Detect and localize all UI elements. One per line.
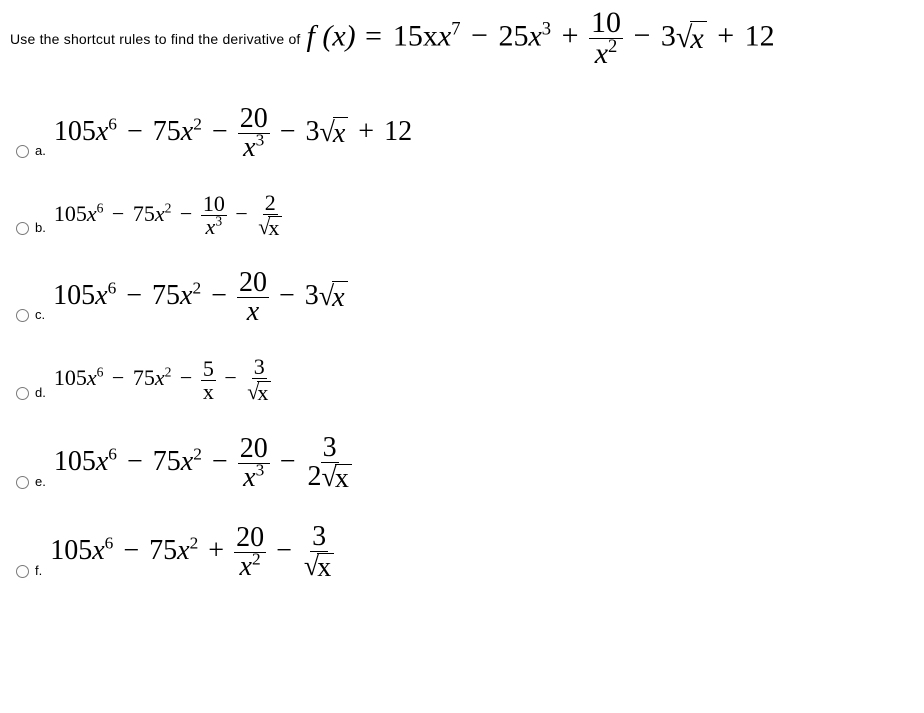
label-e: e. [35,474,46,489]
expr-b: 105x6 − 75x2 − 10 x3 − 2 √x [54,192,285,239]
t1-coef: 15x [393,19,438,52]
label-c: c. [35,307,45,322]
question-sqrt: √x [676,21,707,56]
option-e[interactable]: e. 105x6 − 75x2 − 20 x3 − 3 2√x [10,434,914,493]
radio-a[interactable] [16,145,29,158]
expr-e: 105x6 − 75x2 − 20 x3 − 3 2√x [54,434,354,493]
option-d[interactable]: d. 105x6 − 75x2 − 5 x − 3 √x [10,356,914,403]
question-row: Use the shortcut rules to find the deriv… [10,8,914,69]
label-a: a. [35,143,46,158]
label-d: d. [35,385,46,400]
label-b: b. [35,220,46,235]
expr-a: 105x6 − 75x2 − 20 x3 − 3√x + 12 [54,105,412,162]
expr-f: 105x6 − 75x2 + 20 x2 − 3 √x [50,523,336,582]
radio-f[interactable] [16,565,29,578]
radio-c[interactable] [16,309,29,322]
func-lhs: f (x) = [307,19,384,52]
radio-d[interactable] [16,387,29,400]
radio-b[interactable] [16,222,29,235]
option-a[interactable]: a. 105x6 − 75x2 − 20 x3 − 3√x + 12 [10,105,914,162]
question-frac: 10 x2 [589,8,623,69]
question-expression: f (x) = 15xx7 − 25x3 + 10 x2 − 3√x + 12 [307,8,775,69]
expr-d: 105x6 − 75x2 − 5 x − 3 √x [54,356,274,403]
expr-c: 105x6 − 75x2 − 20 x − 3√x [53,269,347,326]
option-c[interactable]: c. 105x6 − 75x2 − 20 x − 3√x [10,269,914,326]
label-f: f. [35,563,42,578]
radio-e[interactable] [16,476,29,489]
option-b[interactable]: b. 105x6 − 75x2 − 10 x3 − 2 √x [10,192,914,239]
question-text: Use the shortcut rules to find the deriv… [10,31,301,47]
option-f[interactable]: f. 105x6 − 75x2 + 20 x2 − 3 √x [10,523,914,582]
